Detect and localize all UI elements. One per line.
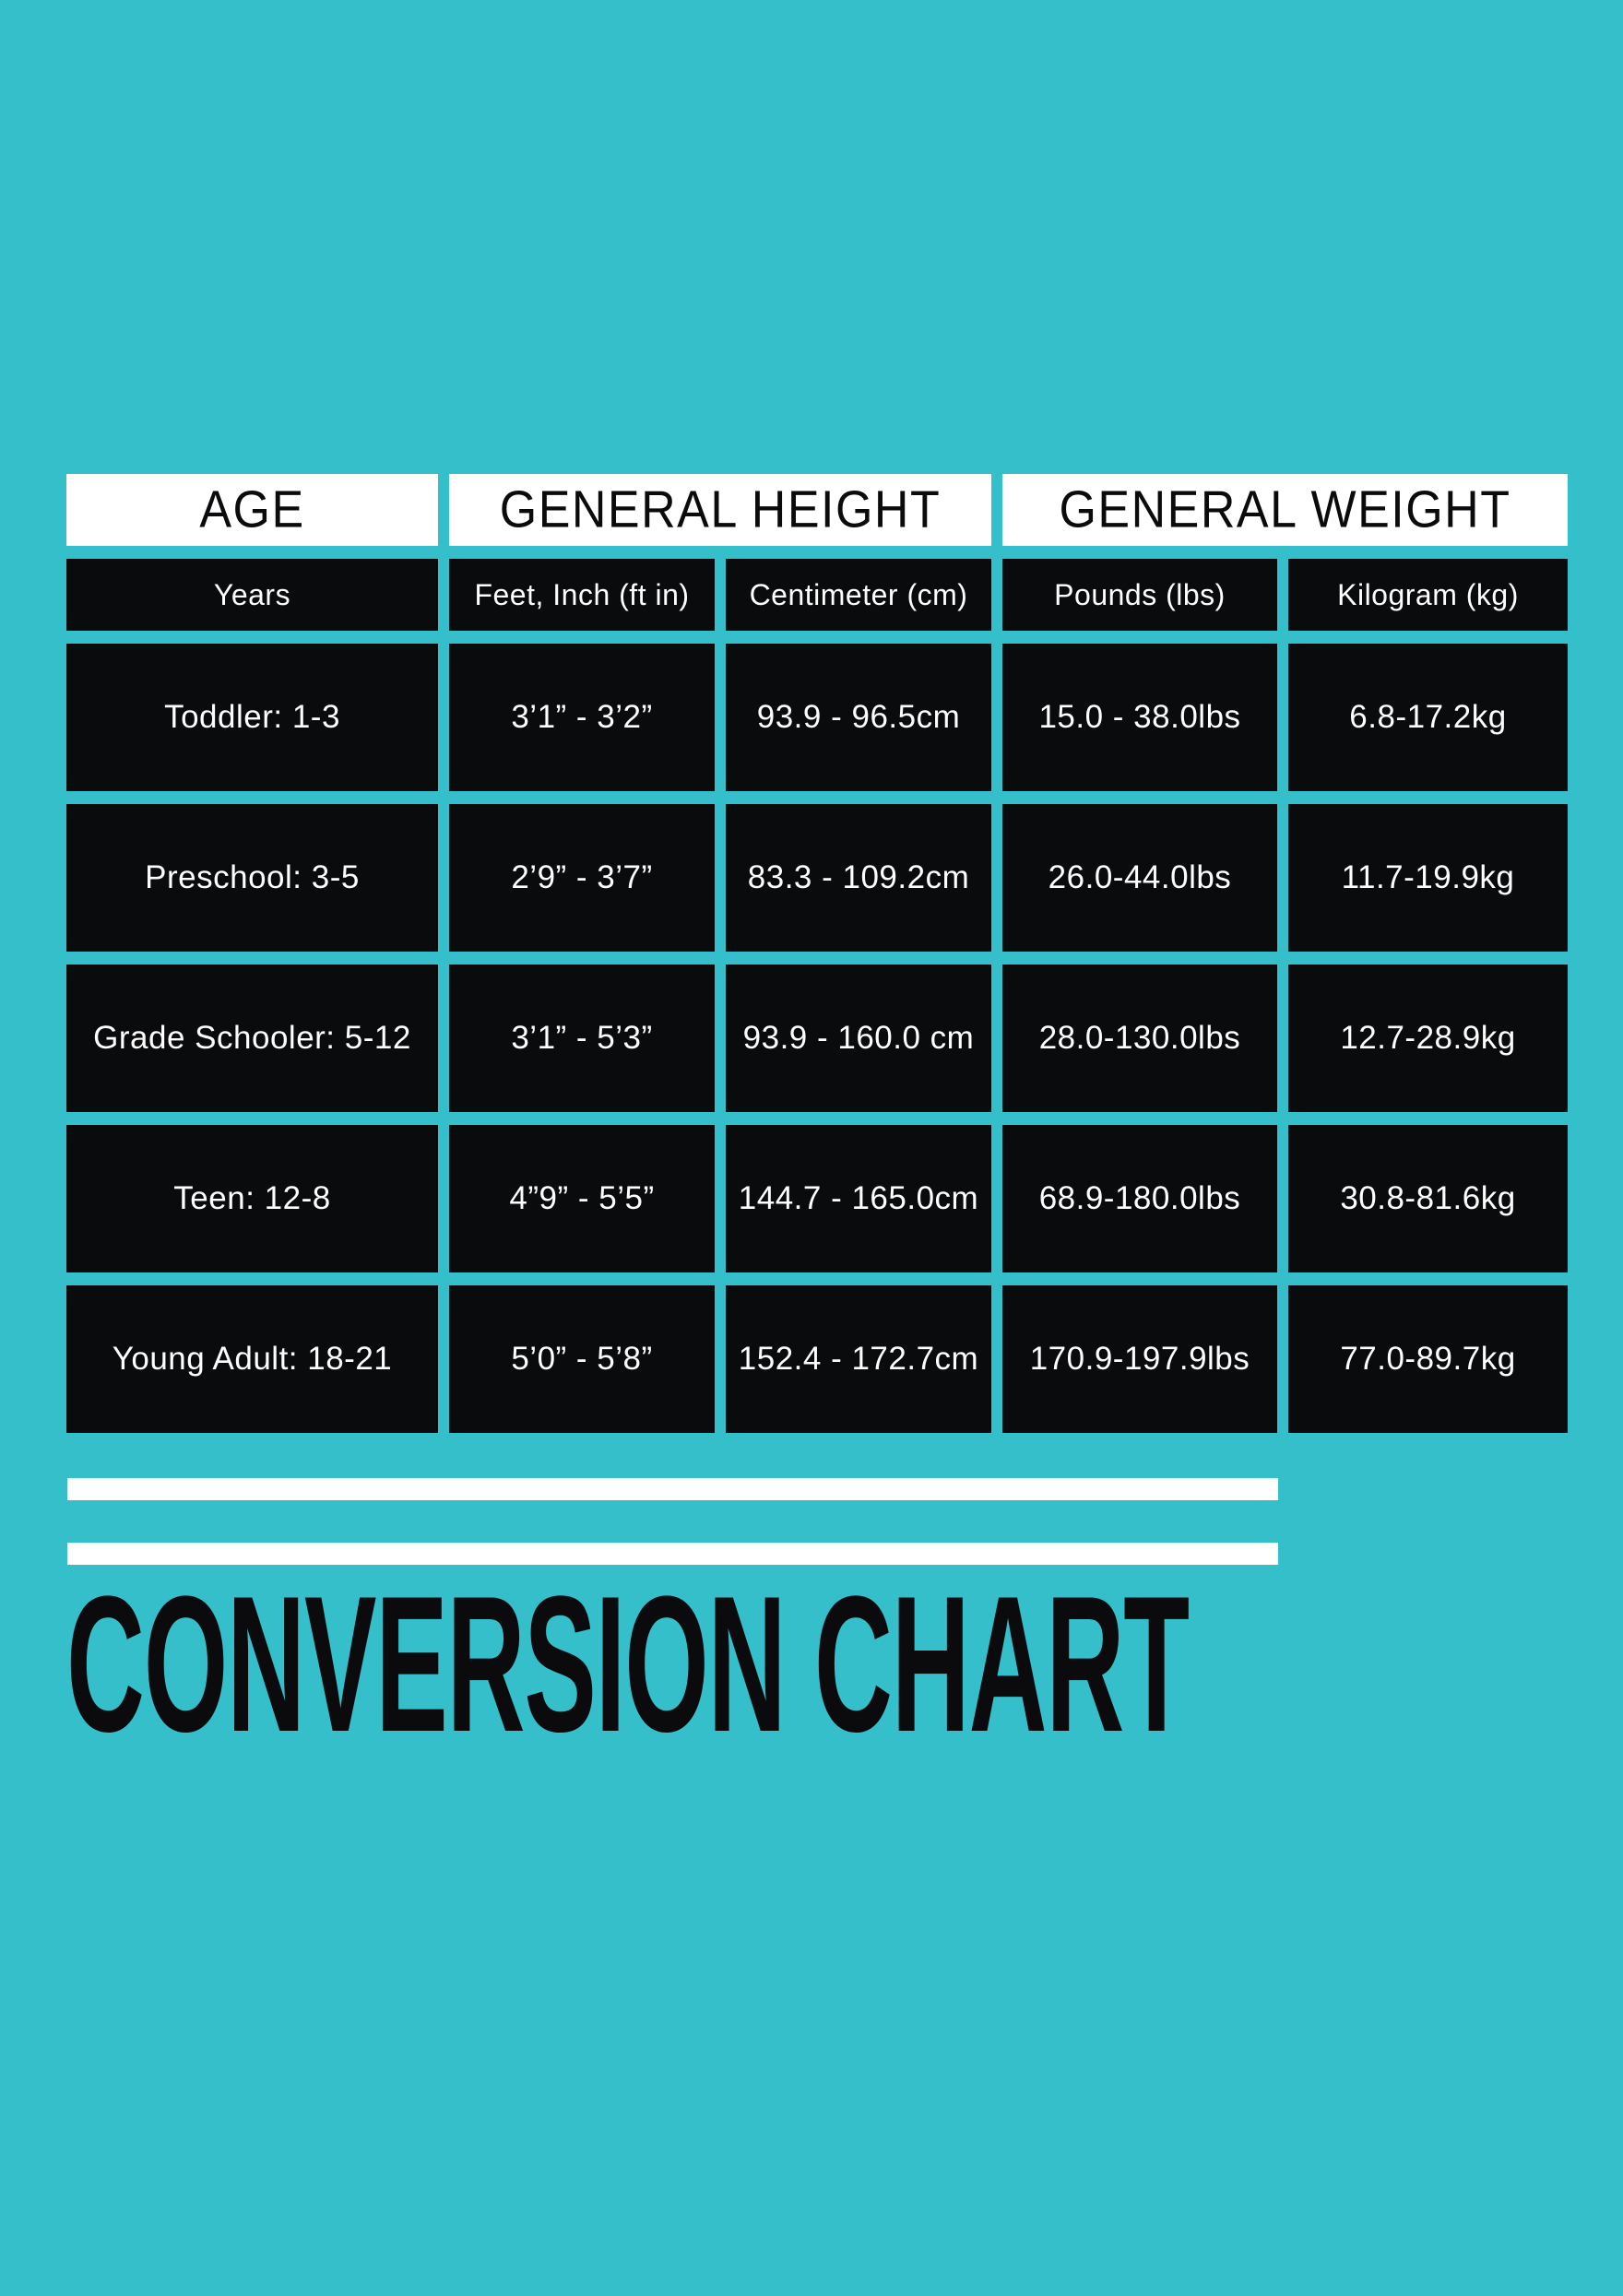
table-cell-lbs: 26.0-44.0lbs: [1002, 804, 1277, 952]
unit-header-centimeter: Centimeter (cm): [726, 559, 991, 631]
table-cell-lbs: 170.9-197.9lbs: [1002, 1285, 1277, 1433]
unit-header-kilogram: Kilogram (kg): [1288, 559, 1568, 631]
group-header-age: AGE: [66, 474, 438, 546]
table-cell-age: Toddler: 1-3: [66, 644, 438, 791]
chart-title: CONVERSION CHART: [66, 1556, 1190, 1772]
table-cell-cm: 93.9 - 96.5cm: [726, 644, 991, 791]
table-cell-kg: 30.8-81.6kg: [1288, 1125, 1568, 1272]
table-cell-age: Preschool: 3-5: [66, 804, 438, 952]
group-header-weight: GENERAL WEIGHT: [1002, 474, 1568, 546]
table-cell-age: Grade Schooler: 5-12: [66, 965, 438, 1112]
table-cell-kg: 77.0-89.7kg: [1288, 1285, 1568, 1433]
table-cell-ftin: 3’1” - 5’3”: [449, 965, 715, 1112]
table-cell-ftin: 4”9” - 5’5”: [449, 1125, 715, 1272]
conversion-table: AGE GENERAL HEIGHT GENERAL WEIGHT Years …: [66, 474, 1568, 1433]
table-cell-cm: 152.4 - 172.7cm: [726, 1285, 991, 1433]
unit-header-pounds: Pounds (lbs): [1002, 559, 1277, 631]
table-cell-lbs: 15.0 - 38.0lbs: [1002, 644, 1277, 791]
table-cell-lbs: 68.9-180.0lbs: [1002, 1125, 1277, 1272]
table-cell-cm: 93.9 - 160.0 cm: [726, 965, 991, 1112]
group-header-age-label: AGE: [199, 480, 305, 539]
table-cell-age: Young Adult: 18-21: [66, 1285, 438, 1433]
table-cell-kg: 11.7-19.9kg: [1288, 804, 1568, 952]
unit-header-years: Years: [66, 559, 438, 631]
table-cell-ftin: 5’0” - 5’8”: [449, 1285, 715, 1433]
table-cell-kg: 12.7-28.9kg: [1288, 965, 1568, 1112]
divider-bar-top: [67, 1478, 1278, 1500]
table-cell-ftin: 2’9” - 3’7”: [449, 804, 715, 952]
unit-header-feet-inch: Feet, Inch (ft in): [449, 559, 715, 631]
table-cell-lbs: 28.0-130.0lbs: [1002, 965, 1277, 1112]
table-cell-cm: 144.7 - 165.0cm: [726, 1125, 991, 1272]
table-cell-age: Teen: 12-8: [66, 1125, 438, 1272]
table-cell-kg: 6.8-17.2kg: [1288, 644, 1568, 791]
divider-bar-bottom: [67, 1543, 1278, 1565]
group-header-height-label: GENERAL HEIGHT: [499, 480, 942, 539]
table-cell-cm: 83.3 - 109.2cm: [726, 804, 991, 952]
group-header-weight-label: GENERAL WEIGHT: [1059, 480, 1511, 539]
group-header-height: GENERAL HEIGHT: [449, 474, 991, 546]
table-cell-ftin: 3’1” - 3’2”: [449, 644, 715, 791]
